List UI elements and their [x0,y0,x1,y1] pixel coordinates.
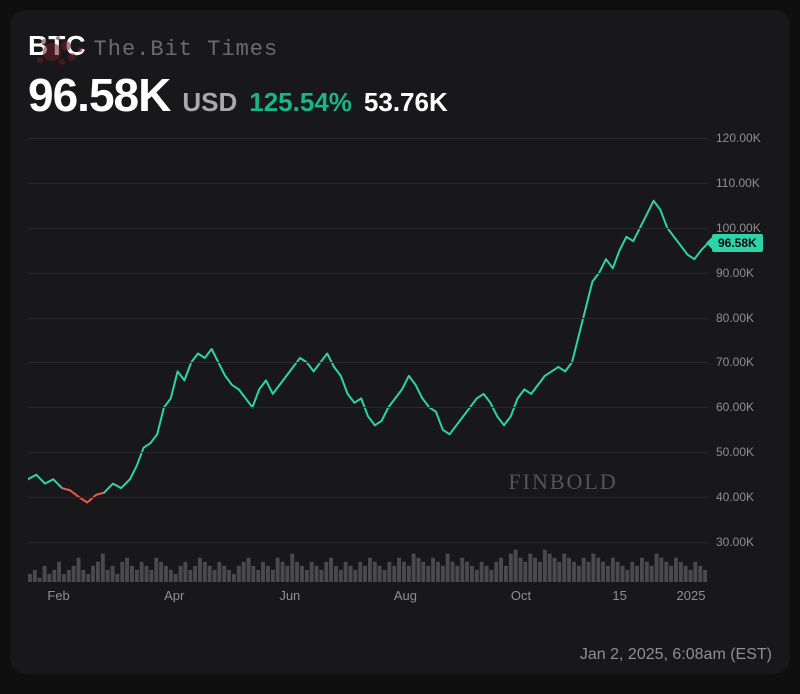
grid-line [28,542,708,543]
y-axis-label: 40.00K [716,490,776,504]
grid-line [28,497,708,498]
volume-bars [28,546,708,582]
decor-splat [32,32,92,72]
header-row-2: 96.58K USD 125.54% 53.76K [28,68,772,122]
grid-line [28,318,708,319]
current-price-tag: 96.58K [712,234,763,252]
absolute-change: 53.76K [364,87,448,118]
y-axis-label: 50.00K [716,445,776,459]
x-axis-label: Apr [164,588,184,603]
grid-line [28,183,708,184]
plot-region: FINBOLD 30.00K40.00K50.00K60.00K70.00K80… [28,138,708,582]
x-axis-label: Feb [47,588,69,603]
x-axis-label: Jun [279,588,300,603]
x-axis-label: Oct [511,588,531,603]
percent-change: 125.54% [249,87,352,118]
watermark-text: FINBOLD [508,469,617,495]
grid-line [28,273,708,274]
y-axis-label: 100.00K [716,221,776,235]
price-line-chart [28,138,708,582]
x-axis-label: 2025 [677,588,706,603]
grid-line [28,362,708,363]
grid-line [28,407,708,408]
current-price: 96.58K [28,68,170,122]
timestamp-footer: Jan 2, 2025, 6:08am (EST) [580,646,772,664]
y-axis-label: 60.00K [716,400,776,414]
x-axis-label: Aug [394,588,417,603]
y-axis-label: 90.00K [716,266,776,280]
grid-line [28,452,708,453]
chart-area: FINBOLD 30.00K40.00K50.00K60.00K70.00K80… [28,138,772,618]
price-card: BTC The.Bit Times 96.58K USD 125.54% 53.… [10,10,790,674]
grid-line [28,228,708,229]
y-axis-label: 30.00K [716,535,776,549]
y-axis-label: 110.00K [716,176,776,190]
currency-label: USD [182,87,237,118]
x-axis-label: 15 [612,588,626,603]
y-axis-label: 120.00K [716,131,776,145]
header-row-1: BTC The.Bit Times [28,30,772,62]
grid-line [28,138,708,139]
y-axis-label: 80.00K [716,311,776,325]
subtitle-overlay: The.Bit Times [94,37,279,62]
y-axis-label: 70.00K [716,355,776,369]
